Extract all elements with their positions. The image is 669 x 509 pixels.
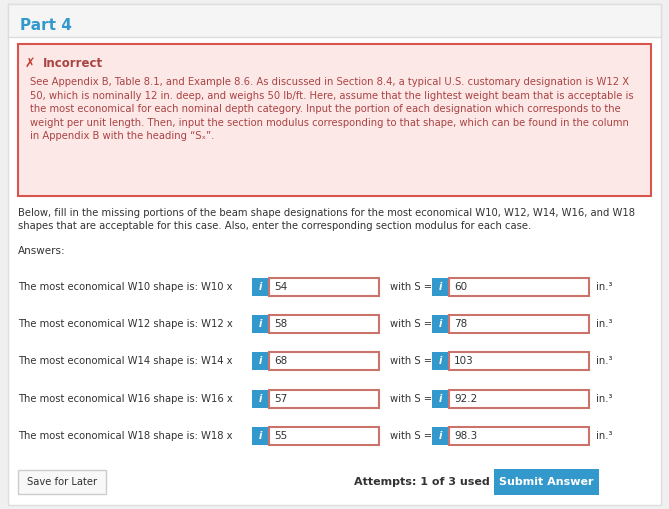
FancyBboxPatch shape [252, 390, 269, 408]
FancyBboxPatch shape [269, 427, 379, 445]
FancyBboxPatch shape [252, 278, 269, 296]
Text: 92.2: 92.2 [454, 394, 477, 404]
FancyBboxPatch shape [449, 352, 589, 370]
Text: 55: 55 [274, 431, 287, 441]
FancyBboxPatch shape [252, 352, 269, 370]
FancyBboxPatch shape [8, 4, 661, 505]
Text: 54: 54 [274, 282, 287, 292]
FancyBboxPatch shape [269, 390, 379, 408]
Text: 57: 57 [274, 394, 287, 404]
Text: 98.3: 98.3 [454, 431, 477, 441]
Text: i: i [439, 431, 442, 441]
Text: in.³: in.³ [596, 356, 613, 366]
FancyBboxPatch shape [432, 278, 449, 296]
Text: shapes that are acceptable for this case. Also, enter the corresponding section : shapes that are acceptable for this case… [18, 221, 531, 231]
Text: Answers:: Answers: [18, 246, 66, 256]
Text: with S =: with S = [390, 319, 432, 329]
Text: in Appendix B with the heading “Sₓ”.: in Appendix B with the heading “Sₓ”. [30, 131, 214, 141]
Text: i: i [259, 394, 262, 404]
Text: The most economical W18 shape is: W18 x: The most economical W18 shape is: W18 x [18, 431, 233, 441]
Text: i: i [439, 319, 442, 329]
Text: Part 4: Part 4 [20, 17, 72, 33]
Text: i: i [259, 282, 262, 292]
FancyBboxPatch shape [252, 315, 269, 333]
FancyBboxPatch shape [449, 390, 589, 408]
FancyBboxPatch shape [18, 44, 651, 196]
Text: 60: 60 [454, 282, 467, 292]
FancyBboxPatch shape [252, 427, 269, 445]
Text: ✗: ✗ [25, 56, 35, 70]
Text: The most economical W10 shape is: W10 x: The most economical W10 shape is: W10 x [18, 282, 233, 292]
FancyBboxPatch shape [18, 470, 106, 494]
Text: The most economical W16 shape is: W16 x: The most economical W16 shape is: W16 x [18, 394, 233, 404]
Text: i: i [259, 356, 262, 366]
FancyBboxPatch shape [494, 469, 599, 495]
Text: weight per unit length. Then, input the section modulus corresponding to that sh: weight per unit length. Then, input the … [30, 118, 629, 127]
FancyBboxPatch shape [432, 352, 449, 370]
Text: i: i [439, 282, 442, 292]
Text: See Appendix B, Table 8.1, and Example 8.6. As discussed in Section 8.4, a typic: See Appendix B, Table 8.1, and Example 8… [30, 77, 629, 87]
Text: Save for Later: Save for Later [27, 477, 97, 487]
Text: 103: 103 [454, 356, 474, 366]
Text: with S =: with S = [390, 356, 432, 366]
FancyBboxPatch shape [269, 278, 379, 296]
Text: Below, fill in the missing portions of the beam shape designations for the most : Below, fill in the missing portions of t… [18, 208, 635, 218]
Text: i: i [439, 394, 442, 404]
Text: in.³: in.³ [596, 431, 613, 441]
Text: with S =: with S = [390, 431, 432, 441]
Text: i: i [259, 319, 262, 329]
Text: The most economical W12 shape is: W12 x: The most economical W12 shape is: W12 x [18, 319, 233, 329]
Text: 78: 78 [454, 319, 467, 329]
Text: in.³: in.³ [596, 394, 613, 404]
Text: Attempts: 1 of 3 used: Attempts: 1 of 3 used [355, 477, 490, 487]
FancyBboxPatch shape [449, 315, 589, 333]
FancyBboxPatch shape [449, 278, 589, 296]
Text: 68: 68 [274, 356, 287, 366]
Text: in.³: in.³ [596, 282, 613, 292]
Text: 50, which is nominally 12 in. deep, and weighs 50 lb/ft. Here, assume that the l: 50, which is nominally 12 in. deep, and … [30, 91, 634, 100]
FancyBboxPatch shape [432, 427, 449, 445]
Text: i: i [259, 431, 262, 441]
Text: Incorrect: Incorrect [43, 56, 103, 70]
FancyBboxPatch shape [8, 4, 661, 37]
FancyBboxPatch shape [449, 427, 589, 445]
Text: in.³: in.³ [596, 319, 613, 329]
FancyBboxPatch shape [432, 390, 449, 408]
Text: Submit Answer: Submit Answer [499, 477, 593, 487]
FancyBboxPatch shape [269, 315, 379, 333]
FancyBboxPatch shape [269, 352, 379, 370]
Text: with S =: with S = [390, 282, 432, 292]
Text: 58: 58 [274, 319, 287, 329]
FancyBboxPatch shape [432, 315, 449, 333]
Text: with S =: with S = [390, 394, 432, 404]
Text: the most economical for each nominal depth category. Input the portion of each d: the most economical for each nominal dep… [30, 104, 621, 114]
Text: The most economical W14 shape is: W14 x: The most economical W14 shape is: W14 x [18, 356, 233, 366]
Text: i: i [439, 356, 442, 366]
